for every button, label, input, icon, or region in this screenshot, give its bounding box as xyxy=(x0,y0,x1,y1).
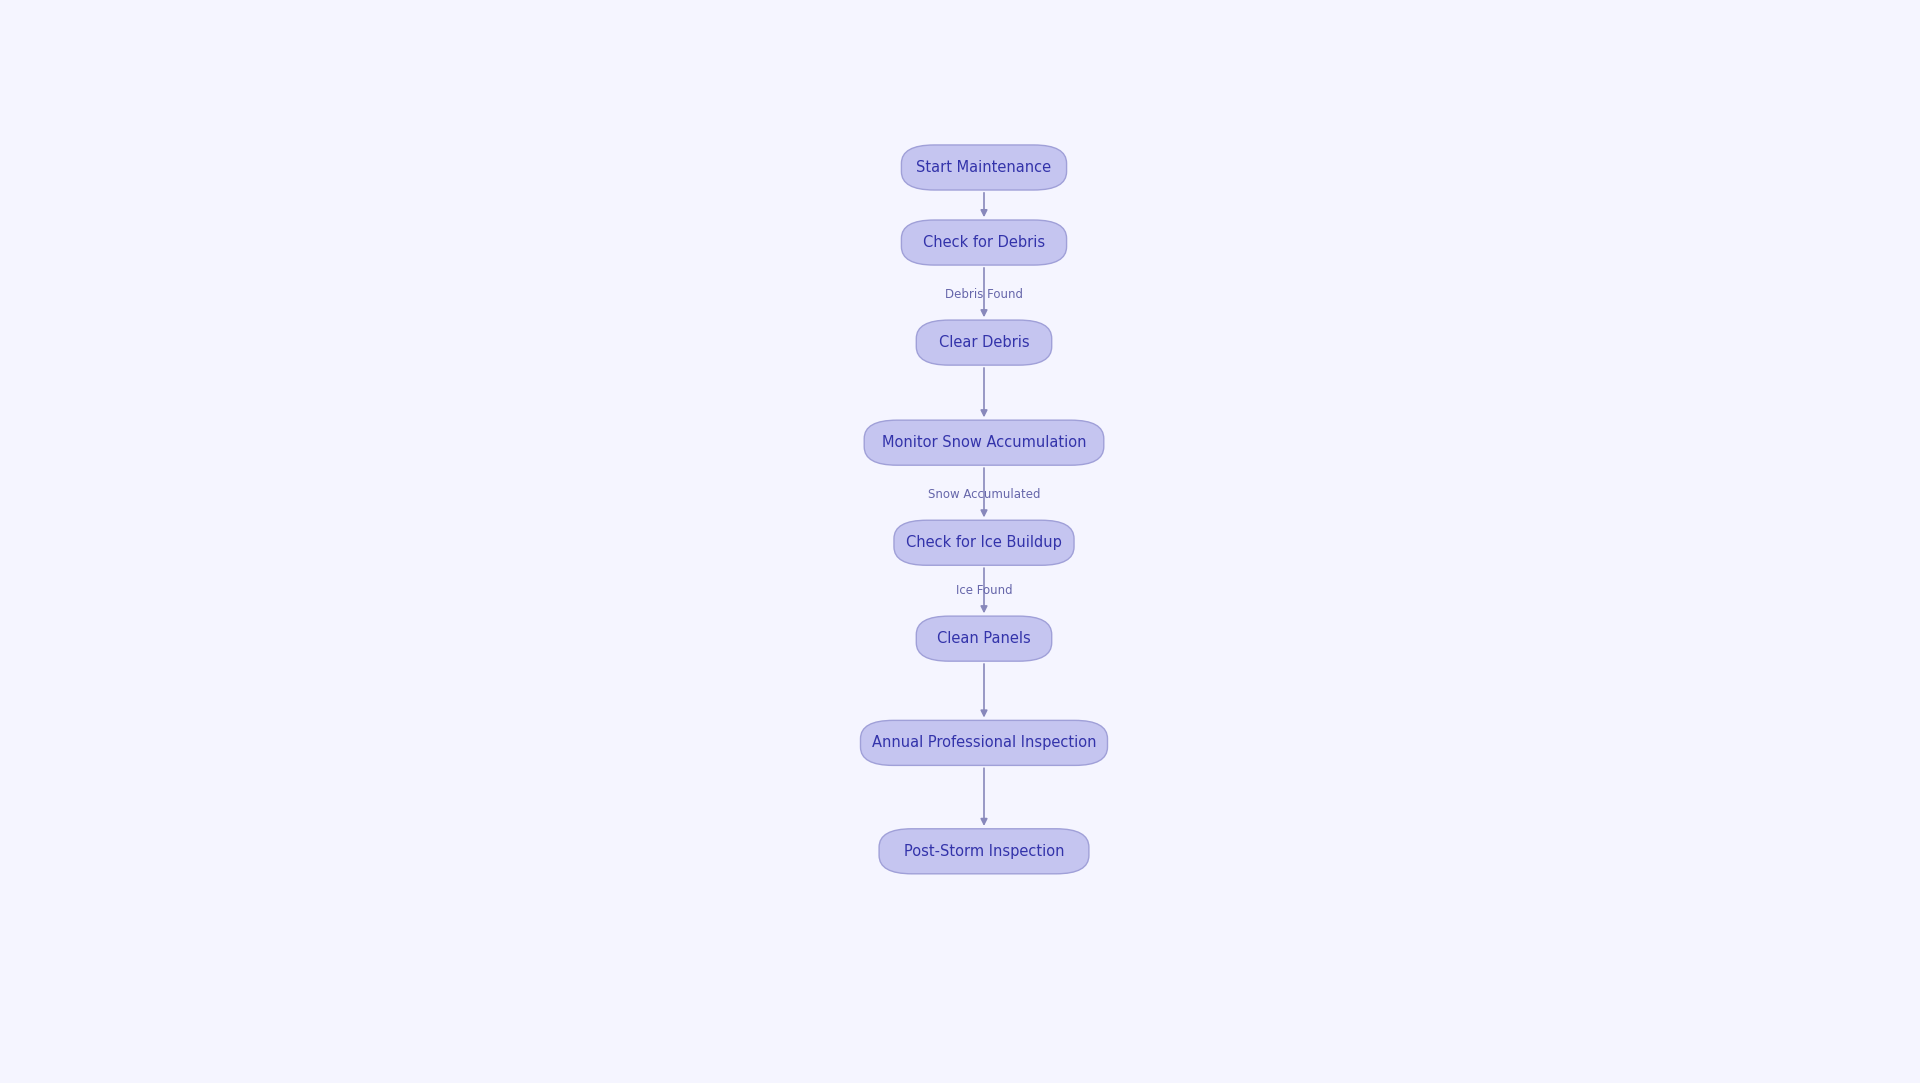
Text: Post-Storm Inspection: Post-Storm Inspection xyxy=(904,844,1064,859)
FancyBboxPatch shape xyxy=(860,720,1108,766)
FancyBboxPatch shape xyxy=(900,220,1068,265)
Text: Start Maintenance: Start Maintenance xyxy=(916,160,1052,175)
Text: Clean Panels: Clean Panels xyxy=(937,631,1031,647)
Text: Clear Debris: Clear Debris xyxy=(939,335,1029,350)
FancyBboxPatch shape xyxy=(900,145,1068,190)
FancyBboxPatch shape xyxy=(916,321,1052,365)
Text: Snow Accumulated: Snow Accumulated xyxy=(927,487,1041,500)
Text: Monitor Snow Accumulation: Monitor Snow Accumulation xyxy=(881,435,1087,451)
FancyBboxPatch shape xyxy=(916,616,1052,661)
FancyBboxPatch shape xyxy=(895,520,1073,565)
Text: Debris Found: Debris Found xyxy=(945,288,1023,301)
Text: Check for Debris: Check for Debris xyxy=(924,235,1044,250)
Text: Check for Ice Buildup: Check for Ice Buildup xyxy=(906,535,1062,550)
FancyBboxPatch shape xyxy=(879,828,1089,874)
Text: Annual Professional Inspection: Annual Professional Inspection xyxy=(872,735,1096,751)
FancyBboxPatch shape xyxy=(864,420,1104,466)
Text: Ice Found: Ice Found xyxy=(956,584,1012,597)
